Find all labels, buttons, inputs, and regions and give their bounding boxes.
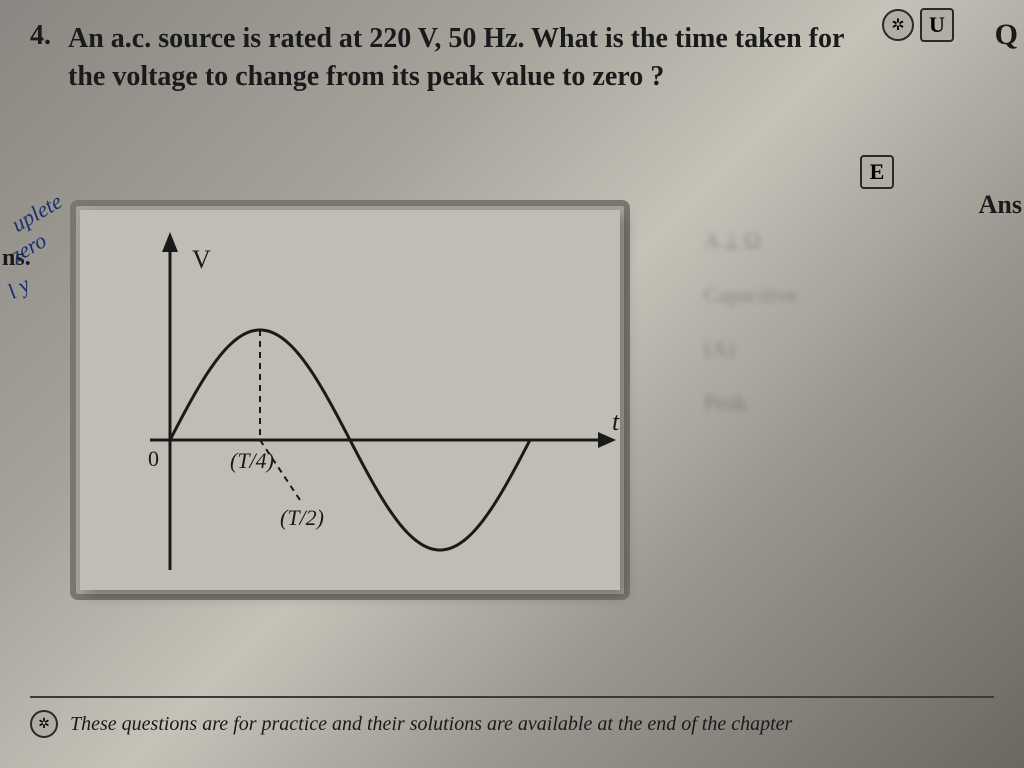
page: ✲ U Q E Ans ns. 4. An a.c. source is rat… — [0, 0, 1024, 768]
question-row: 4. An a.c. source is rated at 220 V, 50 … — [30, 20, 994, 96]
svg-text:V: V — [192, 245, 211, 274]
badge-u: U — [920, 8, 954, 42]
svg-text:0: 0 — [148, 446, 159, 471]
answer-label-right: Ans — [979, 190, 1022, 220]
badge-group: ✲ U — [882, 8, 954, 42]
bleed-line: A ⟂ Ω — [704, 228, 1024, 254]
svg-text:t: t — [612, 407, 620, 436]
bleed-line: (A) — [704, 336, 1024, 362]
handwriting-line-3: l y — [3, 271, 35, 304]
footer-row: ✲ These questions are for practice and t… — [30, 710, 994, 738]
compass-icon: ✲ — [882, 9, 914, 41]
bleed-line: Peak — [704, 390, 1024, 416]
svg-text:(T/2): (T/2) — [280, 505, 324, 530]
footer-divider — [30, 696, 994, 698]
bleed-line: Capacitive — [704, 282, 1024, 308]
chart-frame: Vt 0 (T/4) (T/2) — [70, 200, 630, 600]
chart-area: Vt 0 (T/4) (T/2) — [80, 210, 620, 590]
svg-text:(T/4): (T/4) — [230, 448, 274, 473]
badge-e: E — [860, 155, 894, 189]
footer-icon: ✲ — [30, 710, 58, 738]
question-text: An a.c. source is rated at 220 V, 50 Hz.… — [68, 20, 994, 96]
bleed-through-text: A ⟂ Ω Capacitive (A) Peak — [704, 200, 1024, 600]
footer-text: These questions are for practice and the… — [70, 713, 792, 736]
sine-wave-chart: Vt 0 (T/4) (T/2) — [80, 210, 620, 590]
badge-q: Q — [995, 18, 1018, 52]
question-number: 4. — [30, 20, 60, 52]
